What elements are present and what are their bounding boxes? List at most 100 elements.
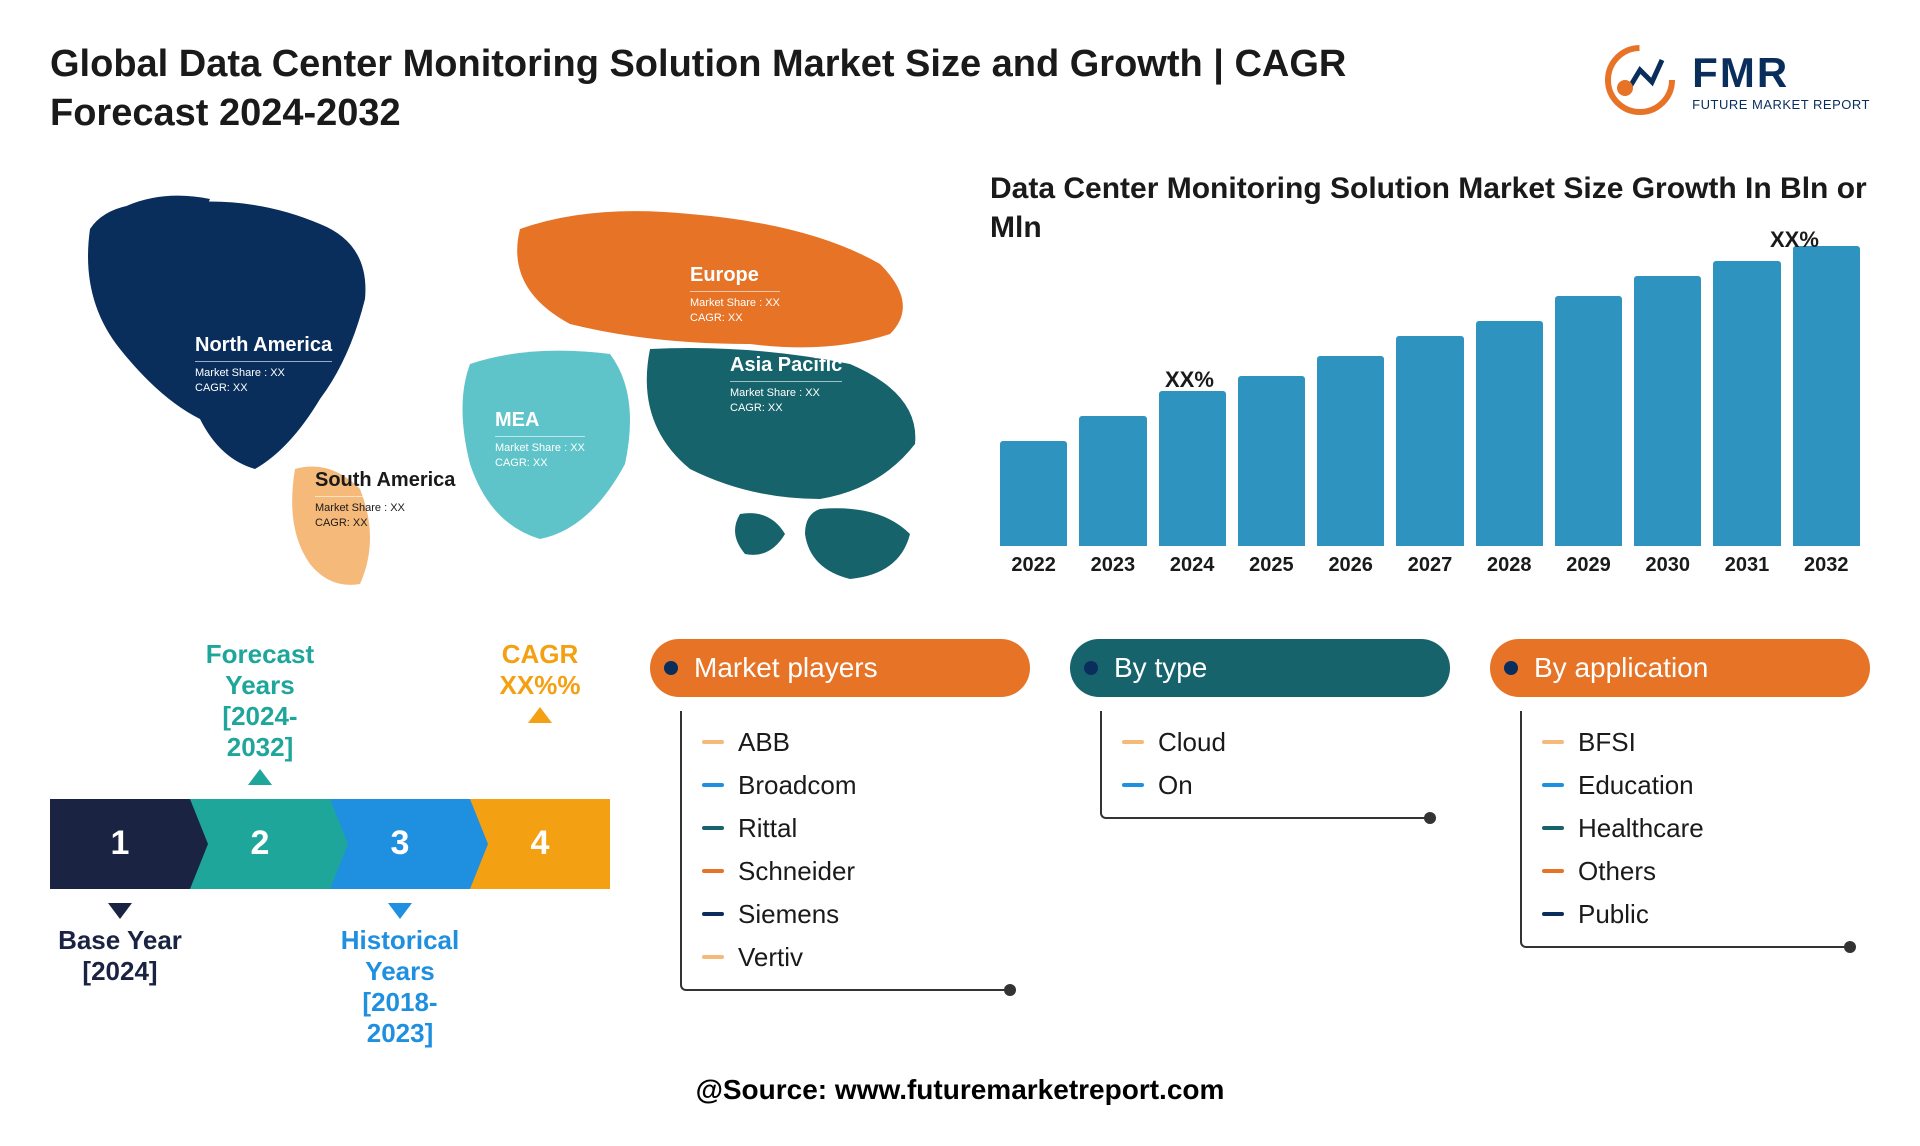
chart-year-label: 2026 [1328, 554, 1373, 577]
chart-annotation: XX% [1770, 227, 1819, 253]
category-item: Education [1542, 764, 1850, 807]
timeline-label-sub: XX%% [470, 670, 610, 701]
page-title: Global Data Center Monitoring Solution M… [50, 40, 1350, 139]
region-name: Asia Pacific [730, 354, 842, 382]
region-name: MEA [495, 409, 585, 437]
bar-chart-title: Data Center Monitoring Solution Market S… [990, 169, 1870, 247]
region-name: Europe [690, 264, 780, 292]
content-row: North America Market Share : XX CAGR: XX… [50, 169, 1870, 589]
chart-year-label: 2023 [1091, 554, 1136, 577]
category-tick-icon [702, 783, 724, 787]
category-header: Market players [650, 639, 1030, 697]
timeline-segment: 4 [470, 799, 610, 889]
region-name: North America [195, 334, 332, 362]
chart-column: 2031 [1713, 261, 1780, 577]
category-item-label: Cloud [1158, 727, 1226, 758]
region-cagr: CAGR: XX [315, 516, 455, 531]
timeline-label-main: CAGR [470, 639, 610, 670]
chart-bar [1396, 336, 1463, 546]
category-tick-icon [1542, 783, 1564, 787]
fmr-logo: FMR FUTURE MARKET REPORT [1600, 40, 1870, 120]
region-label-mea: MEA Market Share : XX CAGR: XX [495, 409, 585, 472]
category-tick-icon [1542, 740, 1564, 744]
category-body: Cloud On [1100, 711, 1430, 819]
category-item: Rittal [702, 807, 1010, 850]
category-tick-icon [702, 869, 724, 873]
timeline-segment: 2 [190, 799, 330, 889]
timeline-label-sub: [2024] [50, 956, 190, 987]
category-item-label: Schneider [738, 856, 855, 887]
timeline-segment: 1 [50, 799, 190, 889]
category-item-label: Public [1578, 899, 1649, 930]
category-body: ABB Broadcom Rittal Schneider Siemens Ve… [680, 711, 1010, 991]
category-tick-icon [702, 912, 724, 916]
category-item-label: Healthcare [1578, 813, 1704, 844]
category-item-label: Others [1578, 856, 1656, 887]
region-cagr: CAGR: XX [730, 401, 842, 416]
category-column: By type Cloud On [1070, 639, 1450, 991]
triangle-icon [528, 707, 552, 723]
category-dot-icon [664, 661, 678, 675]
region-label-na: North America Market Share : XX CAGR: XX [195, 334, 332, 397]
category-item-label: BFSI [1578, 727, 1636, 758]
region-share: Market Share : XX [690, 296, 780, 311]
chart-year-label: 2024 [1170, 554, 1215, 577]
fmr-logo-icon [1600, 40, 1680, 120]
chart-column: 2030 [1634, 276, 1701, 577]
region-label-sa: South America Market Share : XX CAGR: XX [315, 469, 455, 532]
category-title: Market players [694, 652, 878, 684]
category-item: Healthcare [1542, 807, 1850, 850]
region-label-ap: Asia Pacific Market Share : XX CAGR: XX [730, 354, 842, 417]
category-header: By type [1070, 639, 1450, 697]
region-na [88, 195, 365, 468]
timeline-label: Base Year [2024] [50, 897, 190, 1049]
category-tick-icon [1542, 912, 1564, 916]
timeline-label-sub: [2018-2023] [330, 987, 470, 1049]
category-title: By type [1114, 652, 1207, 684]
category-item-label: Siemens [738, 899, 839, 930]
chart-column: 2024 [1159, 391, 1226, 577]
chart-year-label: 2032 [1804, 554, 1849, 577]
category-header: By application [1490, 639, 1870, 697]
category-tick-icon [1542, 869, 1564, 873]
chart-bar [1713, 261, 1780, 546]
category-column: By application BFSI Education Healthcare… [1490, 639, 1870, 991]
timeline-segment: 3 [330, 799, 470, 889]
chart-annotation: XX% [1165, 367, 1214, 393]
category-item: Broadcom [702, 764, 1010, 807]
chart-year-label: 2025 [1249, 554, 1294, 577]
bar-chart-section: Data Center Monitoring Solution Market S… [990, 169, 1870, 589]
timeline-label-sub: [2024-2032] [190, 701, 330, 763]
chart-bar [1634, 276, 1701, 546]
timeline: Forecast Years [2024-2032] CAGR XX%% 1234… [50, 639, 610, 1049]
category-tick-icon [702, 955, 724, 959]
category-item-label: ABB [738, 727, 790, 758]
timeline-label: CAGR XX%% [470, 639, 610, 791]
chart-year-label: 2029 [1566, 554, 1611, 577]
category-title: By application [1534, 652, 1708, 684]
chart-column: 2022 [1000, 441, 1067, 577]
chart-year-label: 2022 [1011, 554, 1056, 577]
chart-bar [1555, 296, 1622, 546]
chart-column: 2023 [1079, 416, 1146, 577]
region-share: Market Share : XX [195, 366, 332, 381]
chart-year-label: 2030 [1646, 554, 1691, 577]
chart-bar [1317, 356, 1384, 546]
category-dot-icon [1084, 661, 1098, 675]
chart-year-label: 2027 [1408, 554, 1453, 577]
region-name: South America [315, 469, 455, 497]
bar-chart-area: 2022 2023 2024 2025 2026 2027 2028 2029 … [990, 257, 1870, 577]
category-item: BFSI [1542, 721, 1850, 764]
region-share: Market Share : XX [495, 441, 585, 456]
timeline-label-main: Forecast Years [190, 639, 330, 701]
category-item: ABB [702, 721, 1010, 764]
category-item: Vertiv [702, 936, 1010, 979]
region-cagr: CAGR: XX [495, 456, 585, 471]
category-item: On [1122, 764, 1430, 807]
chart-bar [1476, 321, 1543, 546]
timeline-label: Historical Years [2018-2023] [330, 897, 470, 1049]
category-item-label: Vertiv [738, 942, 803, 973]
chart-column: 2027 [1396, 336, 1463, 577]
chart-column: 2026 [1317, 356, 1384, 577]
region-label-eu: Europe Market Share : XX CAGR: XX [690, 264, 780, 327]
